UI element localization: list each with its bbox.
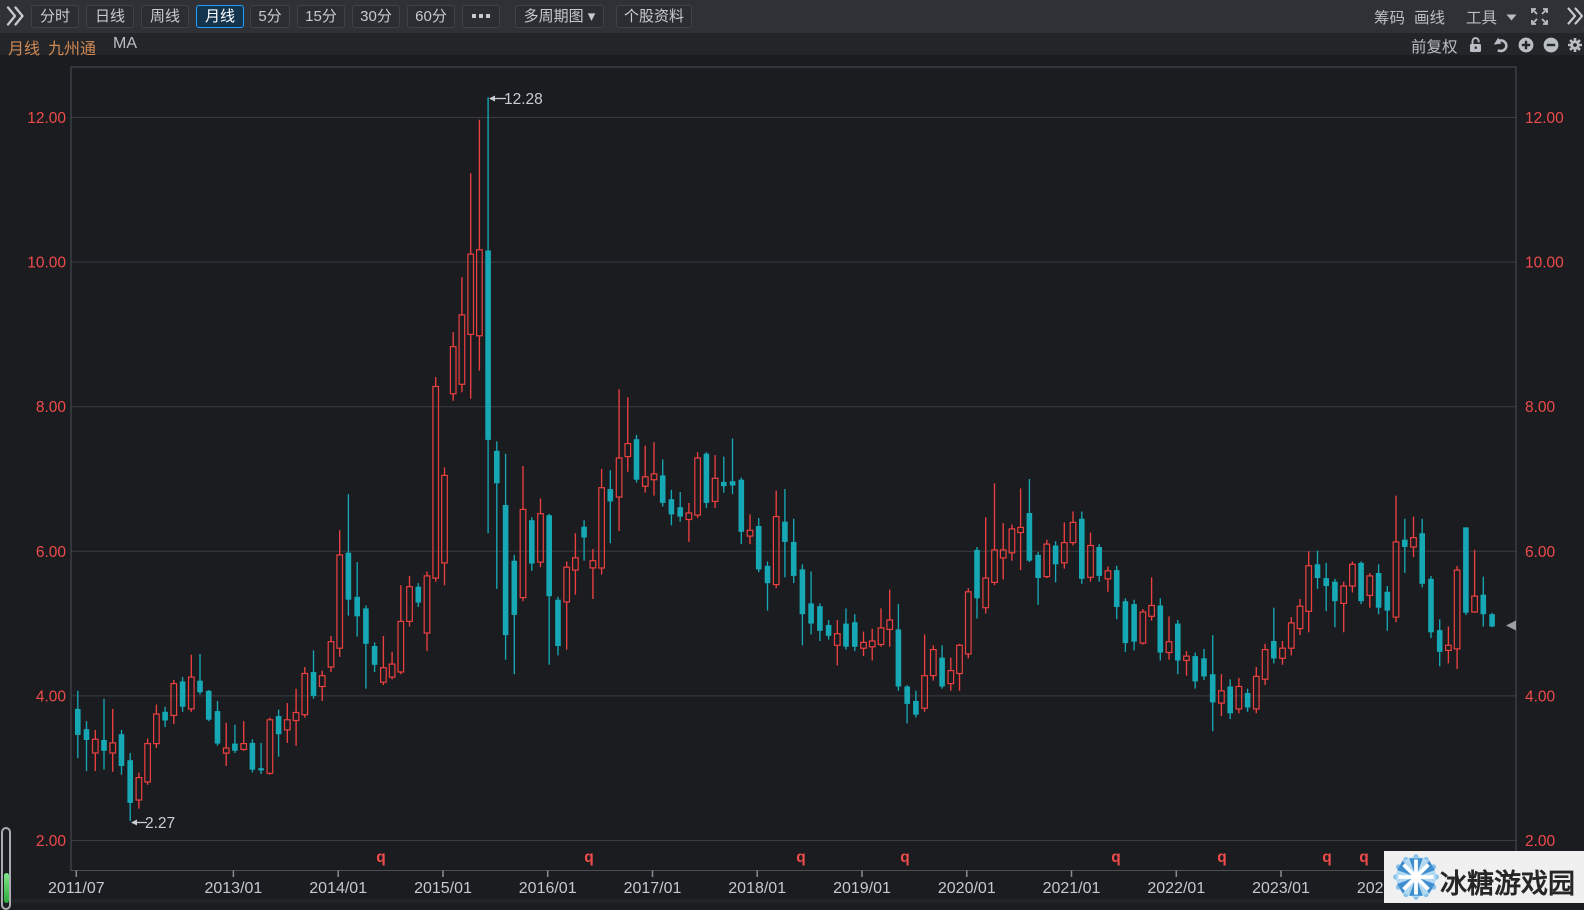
svg-text:q: q [376,849,385,866]
svg-text:2.00: 2.00 [1525,833,1556,850]
svg-text:6.00: 6.00 [1525,544,1556,561]
svg-text:8.00: 8.00 [1525,399,1556,416]
svg-text:2.27: 2.27 [145,815,175,832]
svg-text:12.00: 12.00 [1525,110,1564,127]
svg-text:2014/01: 2014/01 [309,880,367,897]
svg-text:2022/01: 2022/01 [1147,880,1205,897]
svg-text:8.00: 8.00 [36,399,67,416]
svg-text:4.00: 4.00 [36,688,67,705]
svg-text:2013/01: 2013/01 [204,880,262,897]
svg-text:2018/01: 2018/01 [728,880,786,897]
svg-text:q: q [796,849,805,866]
svg-text:2019/01: 2019/01 [833,880,891,897]
svg-text:2015/01: 2015/01 [414,880,472,897]
svg-text:2.00: 2.00 [36,833,67,850]
svg-text:q: q [900,849,909,866]
svg-text:6.00: 6.00 [36,544,67,561]
svg-text:q: q [1217,849,1226,866]
svg-text:2023/01: 2023/01 [1252,880,1310,897]
svg-text:q: q [1111,849,1120,866]
svg-text:10.00: 10.00 [27,255,66,272]
svg-text:2020/01: 2020/01 [938,880,996,897]
svg-text:q: q [584,849,593,866]
svg-text:2011/07: 2011/07 [48,880,105,897]
svg-text:2017/01: 2017/01 [624,880,682,897]
svg-text:12.00: 12.00 [27,110,66,127]
svg-text:2016/01: 2016/01 [519,880,577,897]
svg-text:4.00: 4.00 [1525,688,1556,705]
svg-text:2021/01: 2021/01 [1043,880,1101,897]
svg-text:q: q [1322,849,1331,866]
svg-text:q: q [1359,849,1368,866]
svg-text:10.00: 10.00 [1525,255,1564,272]
svg-text:12.28: 12.28 [504,91,543,108]
